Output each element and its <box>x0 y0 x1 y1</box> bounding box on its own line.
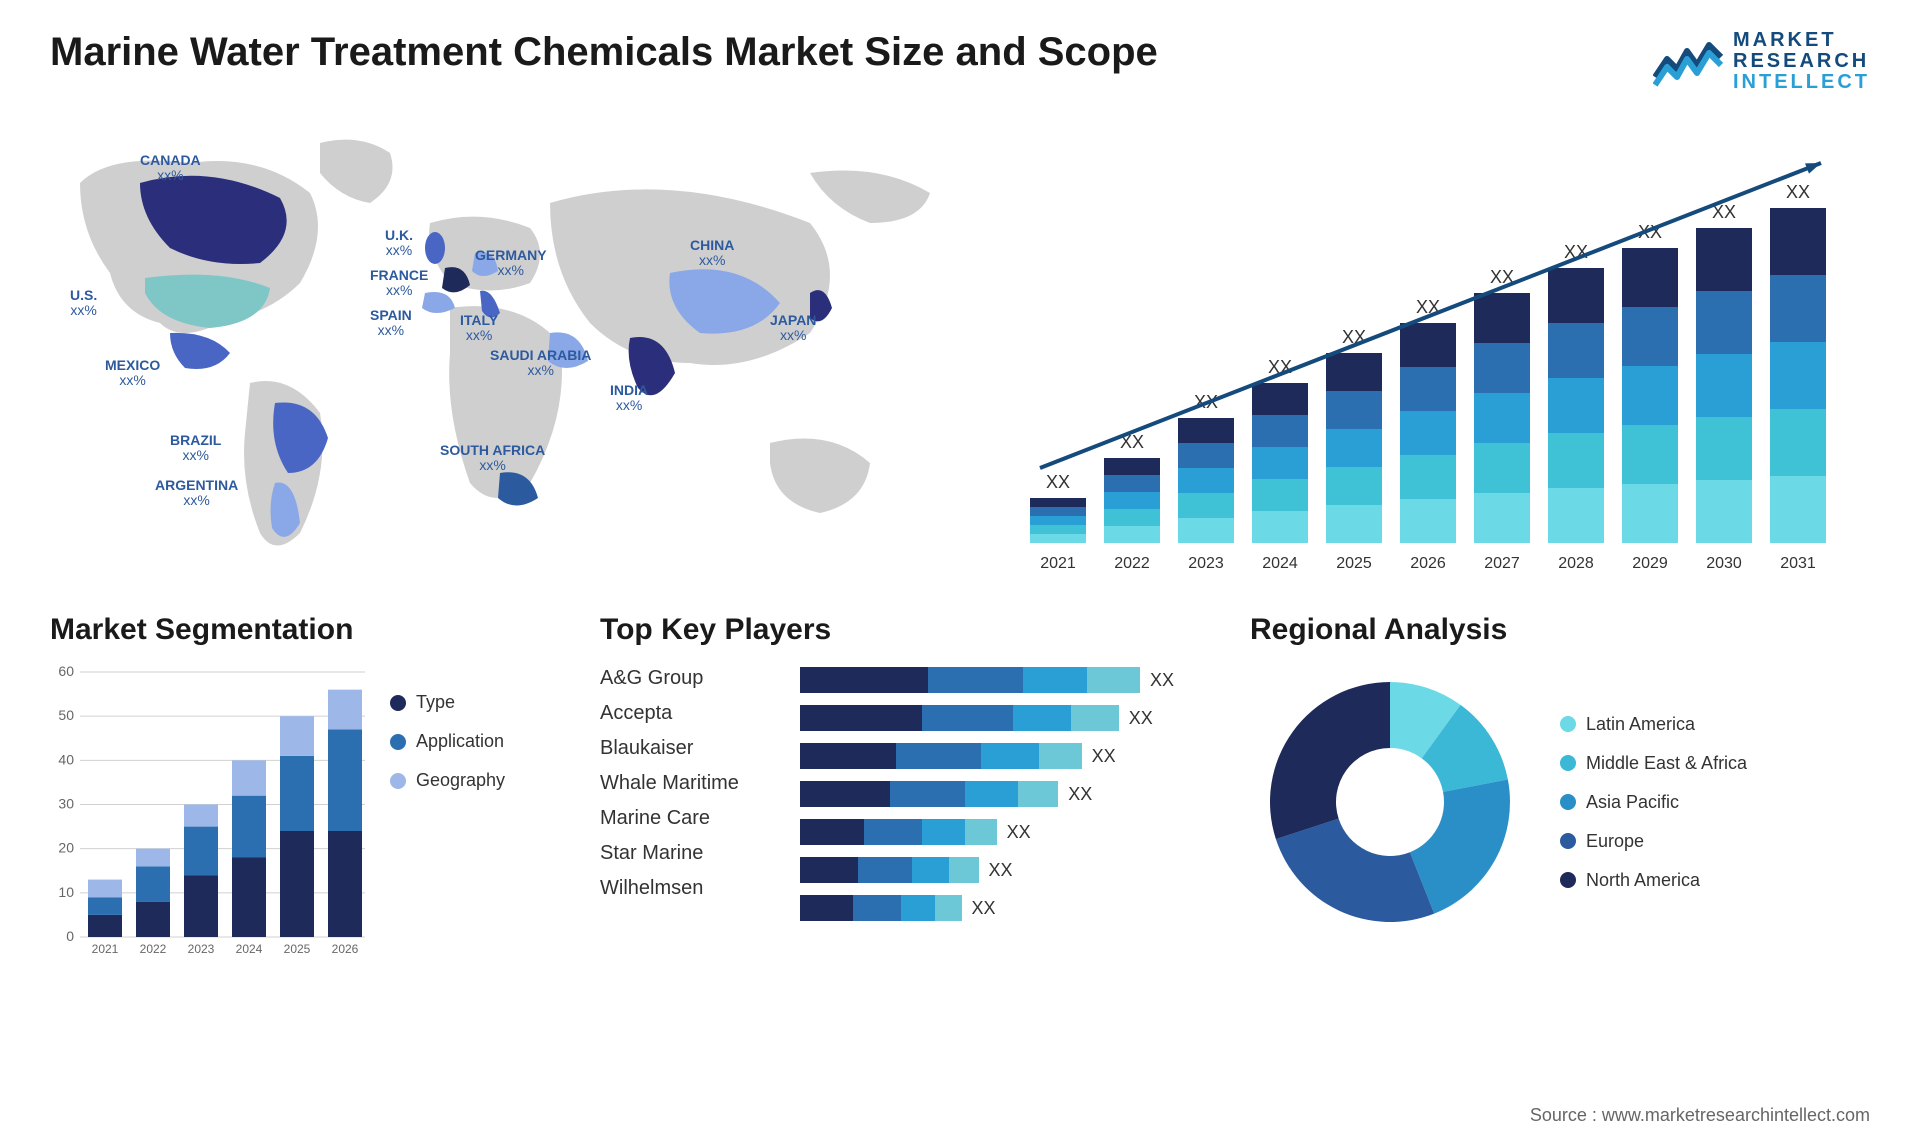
svg-text:2022: 2022 <box>1114 555 1150 572</box>
growth-chart-panel: XX2021XX2022XX2023XX2024XX2025XX2026XX20… <box>1010 113 1870 583</box>
svg-text:2029: 2029 <box>1632 555 1668 572</box>
growth-chart-svg: XX2021XX2022XX2023XX2024XX2025XX2026XX20… <box>1010 113 1870 583</box>
player-bar-row: XX <box>800 895 1220 921</box>
svg-text:10: 10 <box>58 884 74 900</box>
svg-text:2025: 2025 <box>284 942 311 956</box>
map-label: MEXICOxx% <box>105 358 160 389</box>
segmentation-panel: Market Segmentation 0 10 20 30 40 50 60 2021 202… <box>50 613 570 983</box>
map-label: INDIAxx% <box>610 383 648 414</box>
svg-text:2025: 2025 <box>1336 555 1372 572</box>
legend-item: Geography <box>390 770 505 791</box>
legend-item: Asia Pacific <box>1560 792 1747 813</box>
svg-text:30: 30 <box>58 796 74 812</box>
player-name: Whale Maritime <box>600 772 780 795</box>
svg-text:50: 50 <box>58 707 74 723</box>
map-label: SOUTH AFRICAxx% <box>440 443 545 474</box>
segmentation-legend: Type Application Geography <box>390 662 505 962</box>
player-name: Blaukaiser <box>600 737 780 760</box>
svg-text:2030: 2030 <box>1706 555 1742 572</box>
players-bars: XX XX XX XX XX XX XX <box>800 662 1220 921</box>
map-label: GERMANYxx% <box>475 248 547 279</box>
player-name: Marine Care <box>600 807 780 830</box>
player-name: Star Marine <box>600 842 780 865</box>
regional-donut-svg <box>1250 662 1530 942</box>
map-label: CANADAxx% <box>140 153 201 184</box>
svg-text:2023: 2023 <box>188 942 215 956</box>
map-label: ITALYxx% <box>460 313 498 344</box>
svg-text:XX: XX <box>1046 472 1070 492</box>
svg-text:2024: 2024 <box>1262 555 1298 572</box>
players-panel: Top Key Players A&G Group Accepta Blaukais… <box>600 613 1220 983</box>
logo-mark-icon <box>1653 37 1723 87</box>
source-attribution: Source : www.marketresearchintellect.com <box>1530 1105 1870 1126</box>
legend-item: Middle East & Africa <box>1560 753 1747 774</box>
regional-panel: Regional Analysis Latin America Middle Ea… <box>1250 613 1870 983</box>
legend-item: Latin America <box>1560 714 1747 735</box>
player-bar-row: XX <box>800 781 1220 807</box>
regional-legend: Latin America Middle East & Africa Asia Pa… <box>1560 714 1747 891</box>
brand-logo: MARKET RESEARCH INTELLECT <box>1653 30 1870 93</box>
legend-item: Europe <box>1560 831 1747 852</box>
map-label: SPAINxx% <box>370 308 412 339</box>
player-bar-row: XX <box>800 705 1220 731</box>
map-label: BRAZILxx% <box>170 433 221 464</box>
map-label: U.K.xx% <box>385 228 413 259</box>
svg-text:2022: 2022 <box>140 942 167 956</box>
svg-text:40: 40 <box>58 751 74 767</box>
page-title: Marine Water Treatment Chemicals Market … <box>50 30 1158 75</box>
svg-text:60: 60 <box>58 663 74 679</box>
svg-text:2021: 2021 <box>1040 555 1076 572</box>
player-name: Accepta <box>600 702 780 725</box>
svg-text:2021: 2021 <box>92 942 119 956</box>
players-list: A&G Group Accepta Blaukaiser Whale Maritime… <box>600 662 780 921</box>
map-label: JAPANxx% <box>770 313 816 344</box>
svg-text:2027: 2027 <box>1484 555 1520 572</box>
map-label: ARGENTINAxx% <box>155 478 238 509</box>
svg-text:2023: 2023 <box>1188 555 1224 572</box>
logo-text-3: INTELLECT <box>1733 72 1870 93</box>
legend-item: Application <box>390 731 505 752</box>
segmentation-chart-svg: 0 10 20 30 40 50 60 2021 2022 2023 2024 2025 2026 <box>50 662 370 962</box>
svg-text:2026: 2026 <box>1410 555 1446 572</box>
svg-text:2026: 2026 <box>332 942 359 956</box>
segmentation-title: Market Segmentation <box>50 613 570 647</box>
map-label: CHINAxx% <box>690 238 734 269</box>
player-name: Wilhelmsen <box>600 877 780 900</box>
world-map-panel: CANADAxx% U.S.xx% MEXICOxx% BRAZILxx% ARGENT… <box>50 113 970 583</box>
player-bar-row: XX <box>800 819 1220 845</box>
svg-text:2028: 2028 <box>1558 555 1594 572</box>
legend-item: Type <box>390 692 505 713</box>
map-label: SAUDI ARABIAxx% <box>490 348 591 379</box>
player-bar-row: XX <box>800 857 1220 883</box>
player-bar-row: XX <box>800 743 1220 769</box>
map-label: U.S.xx% <box>70 288 97 319</box>
logo-text-2: RESEARCH <box>1733 51 1870 72</box>
svg-text:XX: XX <box>1786 182 1810 202</box>
svg-text:2031: 2031 <box>1780 555 1816 572</box>
svg-text:2024: 2024 <box>236 942 263 956</box>
svg-text:0: 0 <box>66 928 74 944</box>
player-name: A&G Group <box>600 667 780 690</box>
svg-text:20: 20 <box>58 840 74 856</box>
player-bar-row: XX <box>800 667 1220 693</box>
map-label: FRANCExx% <box>370 268 428 299</box>
regional-title: Regional Analysis <box>1250 613 1870 647</box>
legend-item: North America <box>1560 870 1747 891</box>
logo-text-1: MARKET <box>1733 30 1870 51</box>
players-title: Top Key Players <box>600 613 1220 647</box>
